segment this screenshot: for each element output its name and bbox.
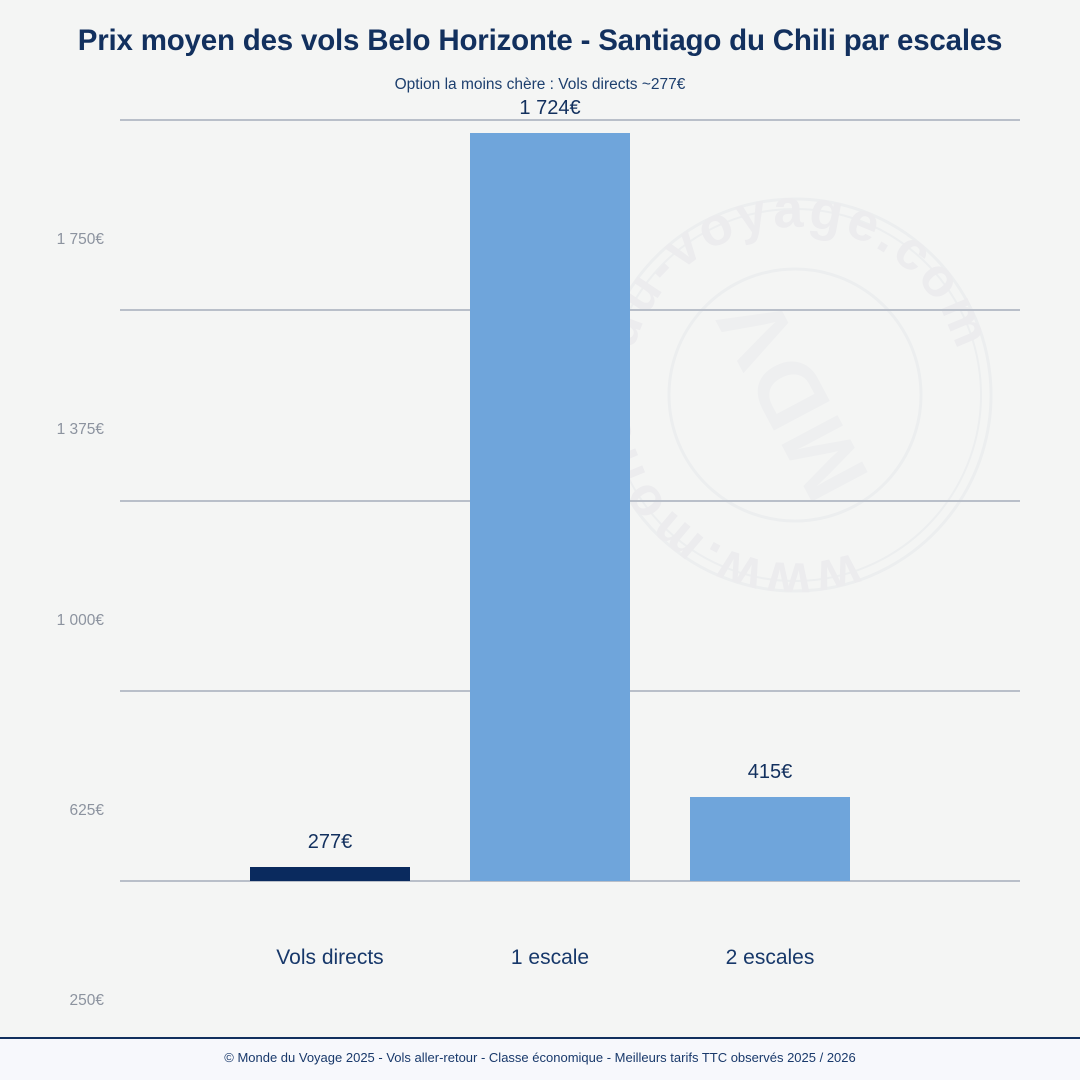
- bar-value-label: 1 724€: [519, 97, 581, 120]
- bar-value-label: 415€: [747, 761, 793, 784]
- x-axis-category-label: Vols directs: [276, 946, 384, 969]
- chart-title: Prix moyen des vols Belo Horizonte - San…: [77, 24, 1003, 57]
- chart-subtitle: Option la moins chère : Vols directs ~27…: [394, 76, 686, 93]
- bar-value-label: 277€: [307, 831, 353, 854]
- y-axis-tick-label: 1 750€: [56, 231, 104, 248]
- bar[interactable]: [690, 797, 850, 881]
- gridline: [120, 880, 1020, 882]
- y-axis-tick-label: 1 375€: [56, 421, 104, 439]
- y-axis: 250€ 625€ 1 000€ 1 375€ 1 750€: [0, 120, 1080, 1009]
- footer-band: [0, 1039, 1080, 1080]
- y-axis-tick-label: 1 000€: [56, 611, 104, 629]
- footer-caption: © Monde du Voyage 2025 - Vols aller-reto…: [224, 1050, 856, 1065]
- footer-divider: [0, 1037, 1080, 1039]
- bar[interactable]: [250, 867, 410, 881]
- x-axis-category-label: 2 escales: [725, 946, 815, 969]
- y-axis-tick-label: 625€: [69, 801, 104, 819]
- y-axis-tick-label: 250€: [69, 992, 104, 1009]
- x-axis-category-label: 1 escale: [510, 946, 590, 969]
- gridline: [120, 119, 1020, 121]
